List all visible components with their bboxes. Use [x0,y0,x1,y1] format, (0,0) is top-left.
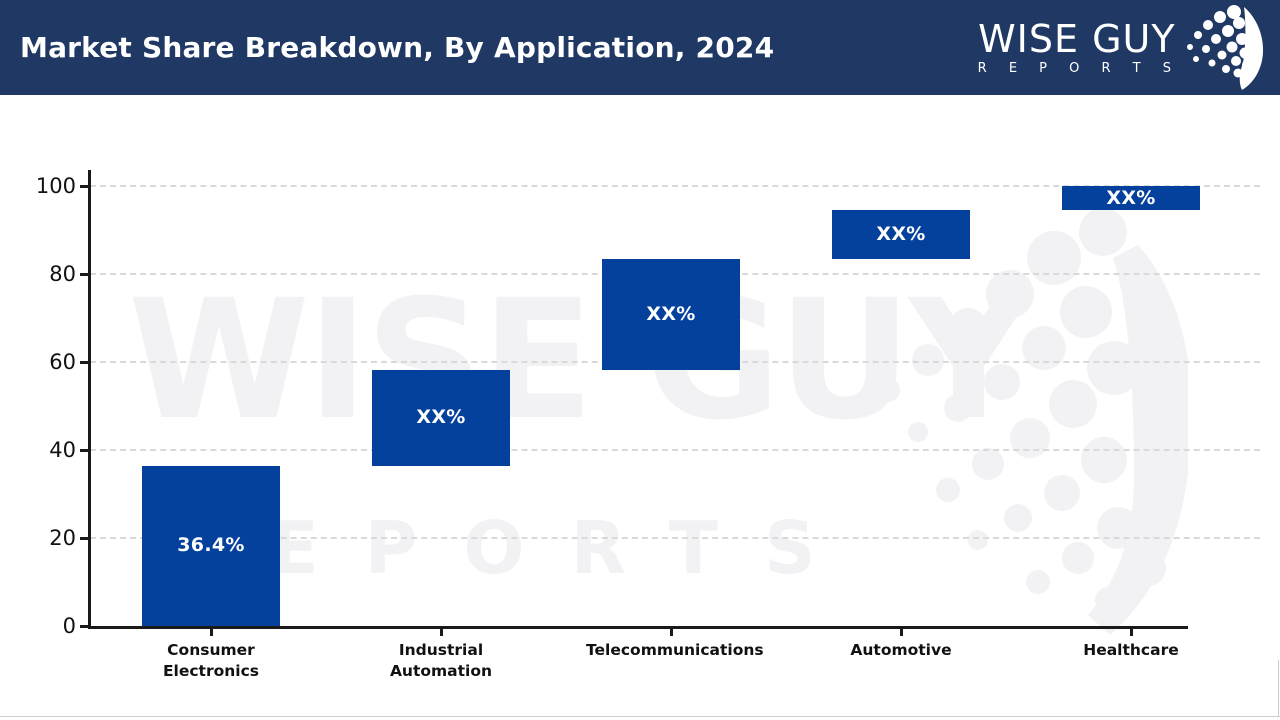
plot-area: 0 20 40 60 80 100 36.4% Consumer Electronics XX%… [0,95,1280,720]
x-tick-telecommunications [670,628,673,636]
wise-guy-logo: WISE GUY R E P O R T S [974,4,1280,91]
bar-industrial-automation: XX% [372,369,510,466]
y-tick-40 [80,449,88,452]
x-tick-consumer-electronics [210,628,213,636]
y-tick-0 [80,625,88,628]
x-axis-label-healthcare: Healthcare [1083,641,1179,659]
y-tick-label-80: 80 [49,262,76,286]
y-tick-80 [80,273,88,276]
bar-consumer-electronics: 36.4% [142,465,280,626]
x-axis-label-automotive: Automotive [850,641,952,659]
gridline-y-20 [90,537,1260,539]
page-right-rule [1278,660,1279,717]
x-axis-line [88,626,1188,629]
bar-value-label: XX% [646,302,696,325]
gridline-y-100 [90,185,1260,187]
y-axis-line [88,170,91,626]
bar-value-label: 36.4% [177,534,245,557]
bar-value-label: XX% [416,406,466,429]
y-tick-20 [80,537,88,540]
y-tick-label-60: 60 [49,350,76,374]
y-tick-label-40: 40 [49,438,76,462]
page-title: Market Share Breakdown, By Application, … [20,31,775,64]
logo-name: WISE GUY [978,16,1176,61]
bar-telecommunications: XX% [602,259,740,370]
x-axis-label-consumer-electronics: Consumer Electronics [162,641,260,680]
y-tick-label-100: 100 [35,174,76,198]
logo-text: WISE GUY R E P O R T S [974,20,1180,76]
bar-healthcare: XX% [1062,186,1200,211]
gridline-y-40 [90,449,1260,451]
x-tick-automotive [900,628,903,636]
y-tick-label-0: 0 [62,614,76,638]
y-tick-100 [80,185,88,188]
page-bottom-rule [0,716,1280,717]
logo-tagline: R E P O R T S [977,60,1180,76]
x-tick-industrial-automation [440,628,443,636]
header-bar: Market Share Breakdown, By Application, … [0,0,1280,95]
x-tick-healthcare [1130,628,1133,636]
x-axis-label-industrial-automation: Industrial Automation [389,641,493,680]
bar-value-label: XX% [876,223,926,246]
x-axis-label-telecommunications: Telecommunications [586,641,764,659]
bar-automotive: XX% [832,210,970,260]
y-tick-label-20: 20 [49,526,76,550]
bar-value-label: XX% [1106,186,1156,209]
logo-head-icon [1187,4,1264,90]
y-tick-60 [80,361,88,364]
